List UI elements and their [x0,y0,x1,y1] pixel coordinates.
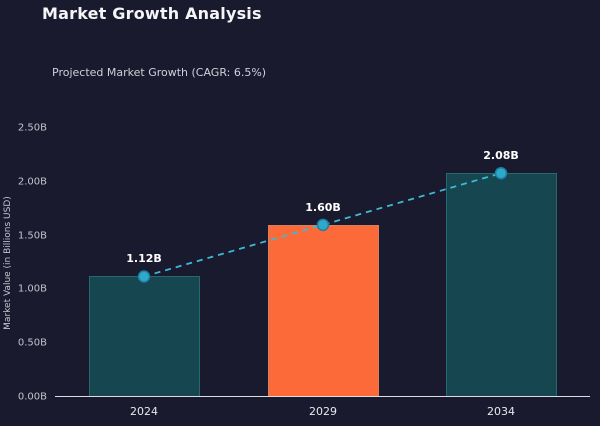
value-label-2024: 1.12B [126,252,162,266]
chart-title: Market Growth Analysis [42,4,262,23]
y-tick-label: 0.00B [17,391,47,403]
trend-line-layer [137,166,508,283]
x-tick-label-2034: 2034 [487,405,515,418]
y-tick-label: 2.50B [17,122,47,134]
chart-subtitle: Projected Market Growth (CAGR: 6.5%) [52,66,267,79]
bar-2029[interactable] [267,225,379,396]
bar-2034[interactable] [445,173,557,396]
value-label-2034: 2.08B [483,149,519,163]
plot-area: 0.00B 0.50B 1.00B 1.50B 2.00B 2.50B 2024 2029 20… [18,123,590,418]
data-point-marker-2024[interactable] [137,270,151,283]
y-axis-title: Market Value (in Billions USD) [3,196,13,330]
y-tick-label: 1.00B [17,283,47,295]
data-point-marker-2034[interactable] [494,166,508,180]
y-tick-label: 2.00B [17,176,47,188]
value-label-2029: 1.60B [305,200,341,214]
x-tick-label-2024: 2024 [130,405,158,418]
y-tick-label: 0.50B [17,337,47,349]
y-tick-label: 1.50B [17,230,47,242]
x-axis-line [55,396,590,397]
x-tick-label-2029: 2029 [309,405,337,418]
trend-line [143,172,502,278]
data-point-marker-2029[interactable] [316,218,330,232]
bar-2024[interactable] [88,276,200,396]
